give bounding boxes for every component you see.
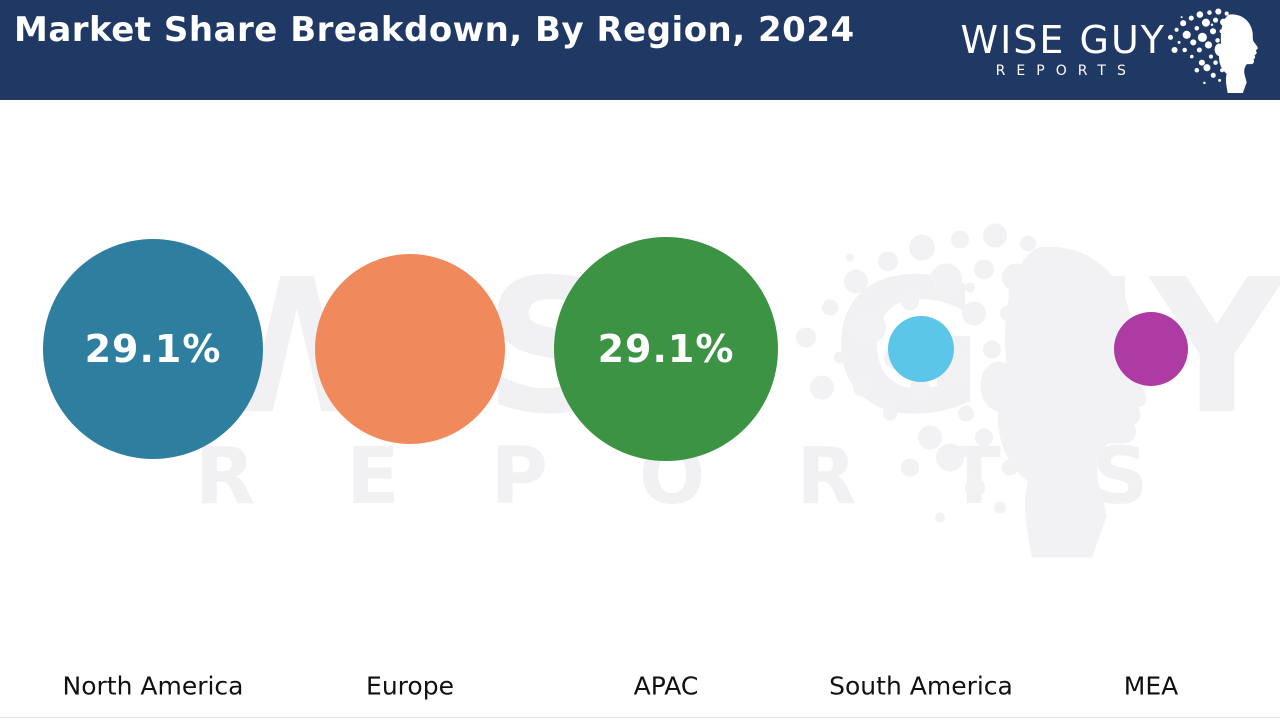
category-label-south-america: South America (829, 671, 1013, 701)
bubble-share-label: 29.1% (84, 327, 222, 371)
header-bar: Market Share Breakdown, By Region, 2024 … (0, 0, 1280, 100)
bubble-mea (1114, 312, 1188, 386)
brand-name: WISE GUY (960, 18, 1166, 62)
bubble-south-america (888, 316, 954, 382)
category-label-europe: Europe (366, 671, 454, 701)
bubble-europe (315, 254, 505, 444)
brand-logo: WISE GUY REPORTS (961, 6, 1264, 94)
category-label-apac: APAC (633, 671, 699, 701)
x-axis-line (0, 717, 1280, 718)
brand-subname: REPORTS (995, 63, 1137, 79)
bubble-share-label: 29.1% (597, 327, 735, 371)
bubble-north-america: 29.1% (43, 239, 263, 459)
bubble-apac: 29.1% (554, 237, 778, 461)
watermark-face-icon (770, 215, 1170, 560)
category-label-north-america: North America (62, 671, 244, 701)
brand-wordmark: WISE GUY REPORTS (961, 21, 1166, 79)
wiseguy-face-logo-icon (1160, 7, 1264, 93)
category-label-mea: MEA (1123, 671, 1179, 701)
page-title: Market Share Breakdown, By Region, 2024 (14, 10, 855, 50)
